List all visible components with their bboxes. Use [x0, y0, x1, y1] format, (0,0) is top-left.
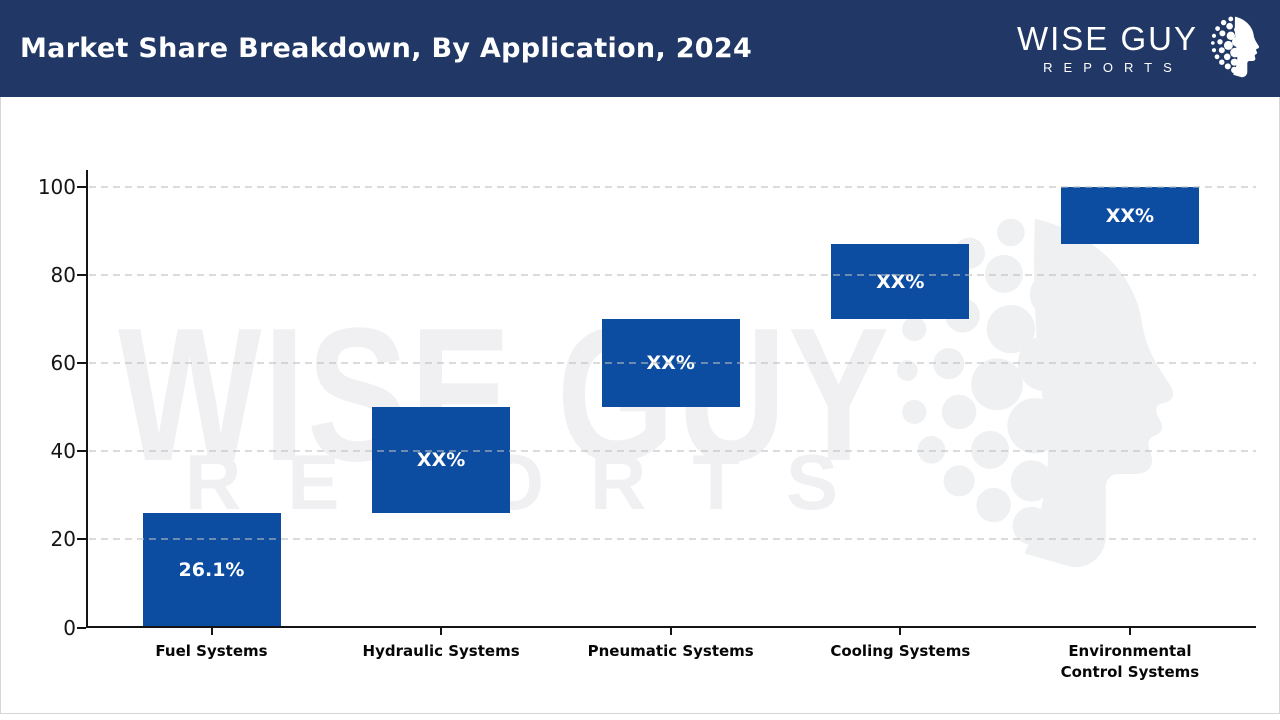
bar-value-label: XX% [1105, 204, 1155, 227]
gridline [89, 186, 1256, 188]
y-tick-mark [77, 450, 86, 453]
face-profile-logo-icon [1211, 16, 1260, 77]
gridline [89, 274, 1256, 277]
bar-value-label: XX% [876, 270, 925, 293]
y-tick-mark [77, 274, 86, 277]
bar-value-label: XX% [416, 448, 466, 471]
x-tick-mark [440, 628, 443, 635]
y-axis-line [86, 170, 88, 628]
x-category-label: Hydraulic Systems [362, 642, 520, 660]
page-title: Market Share Breakdown, By Application, … [20, 33, 753, 64]
waterfall-bar: 26.1% [142, 512, 281, 628]
waterfall-bar: XX% [831, 244, 970, 320]
y-tick-label: 20 [50, 527, 76, 552]
y-tick-mark [77, 186, 86, 188]
gridline [89, 362, 1256, 365]
x-category-label: Environmental Control Systems [1060, 642, 1200, 681]
y-tick-label: 40 [50, 439, 76, 464]
header-bar: Market Share Breakdown, By Application, … [0, 0, 1280, 97]
logo-text: WISE GUY REPORTS [1017, 22, 1198, 75]
frame-border-bottom [0, 713, 1280, 714]
x-category-label: Pneumatic Systems [587, 642, 754, 660]
x-tick-mark [210, 628, 213, 635]
waterfall-bar: XX% [1060, 187, 1199, 245]
bar-value-label: 26.1% [178, 559, 245, 581]
y-tick-mark [77, 626, 86, 629]
y-tick-label: 0 [63, 615, 76, 640]
y-tick-mark [77, 538, 86, 541]
y-tick-label: 100 [37, 175, 76, 199]
y-tick-mark [77, 362, 86, 365]
logo-subtext: REPORTS [1043, 60, 1183, 75]
x-tick-mark [1128, 628, 1131, 635]
x-tick-mark [669, 628, 672, 635]
y-tick-label: 60 [50, 351, 76, 376]
y-tick-label: 80 [50, 263, 76, 288]
x-axis-line [86, 626, 1256, 628]
gridline [89, 450, 1256, 453]
x-tick-mark [899, 628, 902, 635]
x-category-label: Cooling Systems [830, 642, 971, 660]
frame-border-left [0, 97, 1, 714]
gridline [89, 538, 1256, 541]
logo-wordmark: WISE GUY [1016, 20, 1198, 57]
wise-guy-logo: WISE GUY REPORTS [1017, 0, 1268, 97]
waterfall-bar: XX% [372, 407, 511, 513]
x-category-label: Fuel Systems [155, 642, 268, 660]
watermark-subtext: REPORTS [185, 438, 885, 526]
